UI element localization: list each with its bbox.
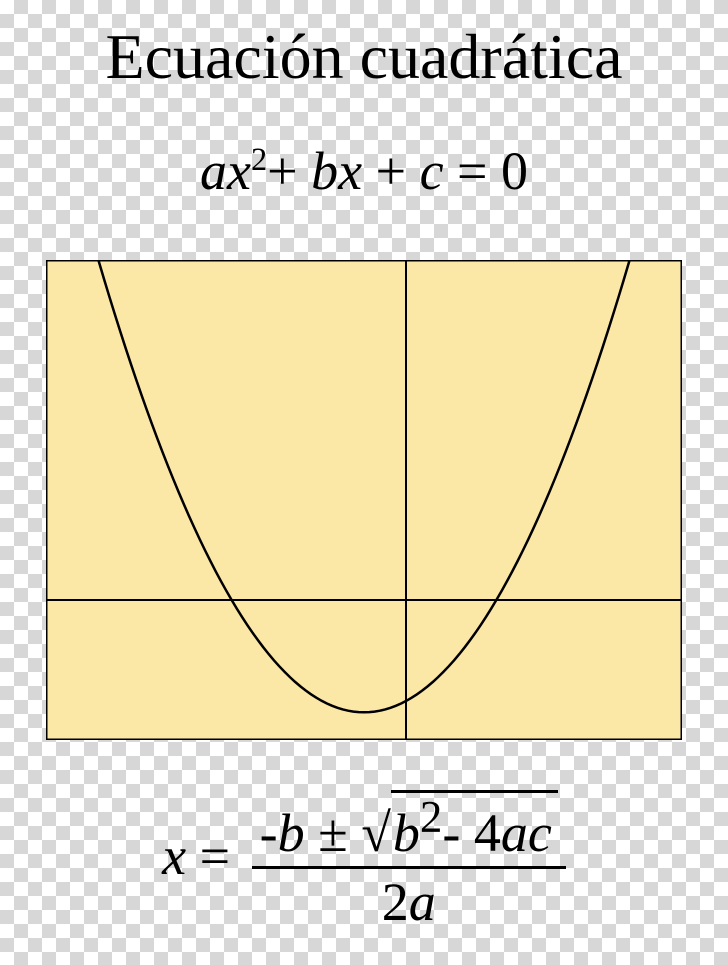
coef-c: c <box>420 141 444 201</box>
coef-a: a <box>200 141 227 201</box>
c-disc: c <box>528 803 552 863</box>
denominator: 2a <box>252 869 566 933</box>
equation-standard-form: ax2+ bx + c = 0 <box>0 140 728 202</box>
plus-1: + <box>267 141 311 201</box>
exp-2-disc: 2 <box>420 792 443 842</box>
equals-sol: = <box>186 826 243 886</box>
var-x-sol: x <box>162 826 186 886</box>
parabola-plot <box>46 260 682 740</box>
b-disc: b <box>393 803 420 863</box>
figure-content: Ecuación cuadrática ax2+ bx + c = 0 x = … <box>0 0 728 965</box>
discriminant: b2- 4ac <box>391 790 558 863</box>
minus-4: - 4 <box>442 803 500 863</box>
numerator: -b ± √b2- 4ac <box>252 790 566 869</box>
neg-sign: - <box>260 803 278 863</box>
zero: 0 <box>501 141 528 201</box>
var-x-2: x <box>338 141 362 201</box>
coef-b: b <box>311 141 338 201</box>
figure-title: Ecuación cuadrática <box>0 20 728 94</box>
a-disc: a <box>501 803 528 863</box>
plot-svg <box>46 260 682 740</box>
two-den: 2 <box>382 872 409 932</box>
sqrt-icon: √ <box>361 803 391 863</box>
plus-2: + <box>362 141 419 201</box>
fraction: -b ± √b2- 4ac 2a <box>252 790 566 933</box>
exponent-2: 2 <box>251 142 267 178</box>
b-num: b <box>278 803 305 863</box>
a-den: a <box>409 872 436 932</box>
var-x: x <box>227 141 251 201</box>
equals: = <box>444 141 501 201</box>
plus-minus: ± <box>305 803 362 863</box>
sqrt: √b2- 4ac <box>361 790 558 864</box>
equation-quadratic-formula: x = -b ± √b2- 4ac 2a <box>0 790 728 933</box>
